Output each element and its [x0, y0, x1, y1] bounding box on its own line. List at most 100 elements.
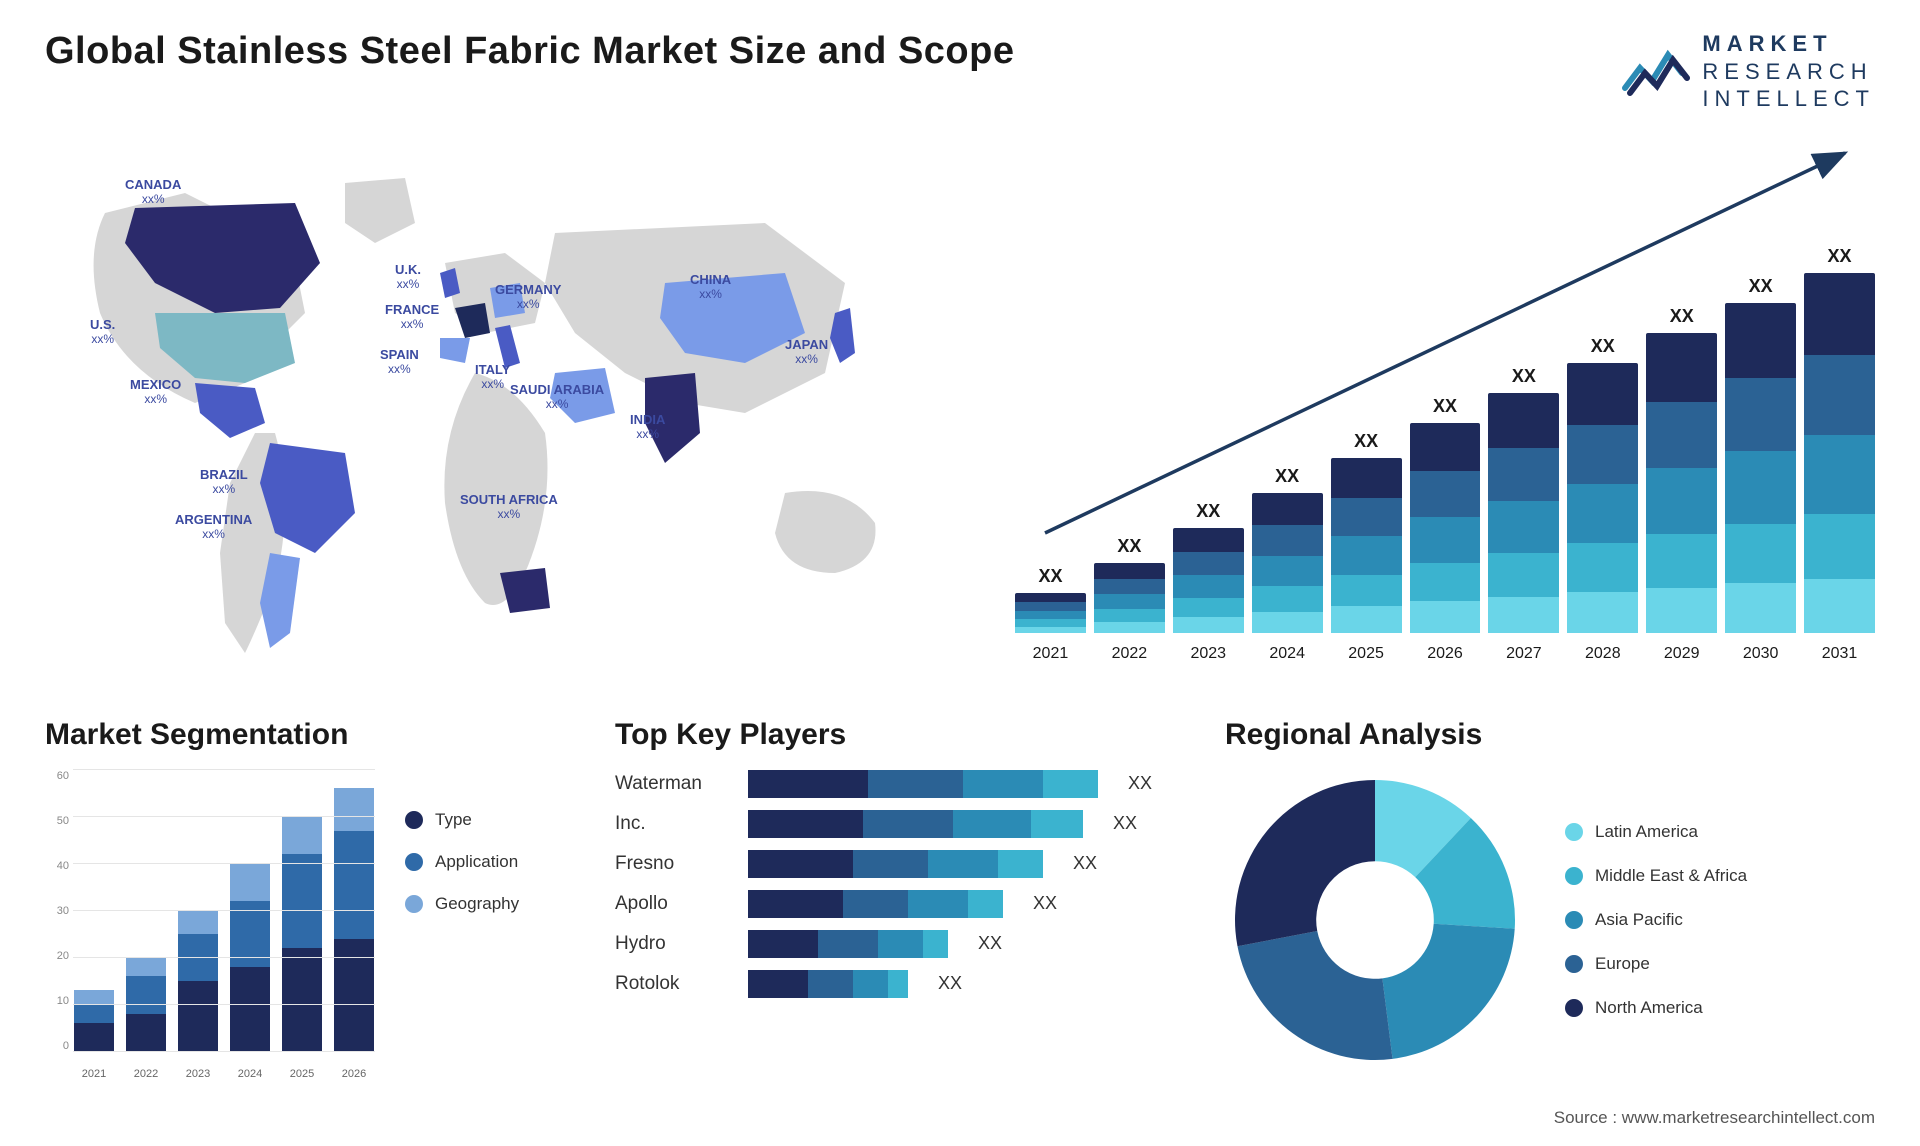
growth-bar: XX: [1488, 366, 1559, 633]
legend-label: Asia Pacific: [1595, 910, 1683, 930]
seg-ytick: 60: [45, 770, 69, 782]
growth-bar: XX: [1804, 246, 1875, 633]
growth-bar-label: XX: [1749, 276, 1773, 297]
seg-ytick: 10: [45, 995, 69, 1007]
donut-slice: [1237, 931, 1392, 1060]
map-label: MEXICOxx%: [130, 378, 181, 408]
growth-bar: XX: [1410, 396, 1481, 633]
map-label: ARGENTINAxx%: [175, 513, 252, 543]
legend-item: Geography: [405, 894, 519, 914]
regional-title: Regional Analysis: [1225, 718, 1875, 752]
seg-xaxis-label: 2025: [282, 1068, 322, 1080]
growth-xaxis-label: 2023: [1173, 645, 1244, 663]
player-bar: [748, 930, 948, 958]
logo-line1: MARKET: [1702, 30, 1875, 58]
legend-label: Middle East & Africa: [1595, 866, 1747, 886]
logo-line2: RESEARCH: [1702, 58, 1875, 86]
segmentation-chart: 6050403020100 202120222023202420252026: [45, 770, 375, 1080]
legend-dot-icon: [1565, 999, 1583, 1017]
map-label: U.S.xx%: [90, 318, 115, 348]
growth-xaxis-label: 2025: [1331, 645, 1402, 663]
player-name: Inc.: [615, 813, 730, 835]
world-map: CANADAxx%U.S.xx%MEXICOxx%BRAZILxx%ARGENT…: [45, 153, 965, 663]
player-value: XX: [1033, 893, 1057, 914]
seg-bar: [74, 990, 114, 1051]
player-bar: [748, 850, 1043, 878]
regional-legend: Latin America Middle East & Africa Asia Pa…: [1565, 822, 1747, 1018]
growth-bar-label: XX: [1433, 396, 1457, 417]
seg-ytick: 50: [45, 815, 69, 827]
player-name: Rotolok: [615, 973, 730, 995]
players-section: Top Key Players WatermanXXInc.XXFresnoXX…: [615, 718, 1175, 998]
growth-bar-label: XX: [1275, 466, 1299, 487]
map-label: INDIAxx%: [630, 413, 665, 443]
legend-label: Type: [435, 810, 472, 830]
growth-bar: XX: [1567, 336, 1638, 633]
seg-bar: [126, 958, 166, 1052]
legend-dot-icon: [405, 853, 423, 871]
map-label: ITALYxx%: [475, 363, 510, 393]
growth-xaxis-label: 2028: [1567, 645, 1638, 663]
growth-xaxis-label: 2029: [1646, 645, 1717, 663]
segmentation-legend: Type Application Geography: [405, 810, 519, 1080]
seg-ytick: 20: [45, 950, 69, 962]
seg-xaxis-label: 2021: [74, 1068, 114, 1080]
seg-bar: [178, 911, 218, 1052]
map-label: U.K.xx%: [395, 263, 421, 293]
player-value: XX: [938, 973, 962, 994]
growth-bar: XX: [1173, 501, 1244, 633]
seg-ytick: 0: [45, 1040, 69, 1052]
legend-label: Application: [435, 852, 518, 872]
player-row: Rotolok XX: [615, 970, 1175, 998]
growth-bar-label: XX: [1512, 366, 1536, 387]
players-title: Top Key Players: [615, 718, 1175, 752]
growth-bar: XX: [1331, 431, 1402, 633]
growth-bar-label: XX: [1670, 306, 1694, 327]
player-row: FresnoXX: [615, 850, 1175, 878]
legend-label: North America: [1595, 998, 1703, 1018]
growth-xaxis-label: 2027: [1488, 645, 1559, 663]
donut-slice: [1382, 923, 1514, 1058]
growth-chart: XXXXXXXXXXXXXXXXXXXXXX 20212022202320242…: [1015, 153, 1875, 663]
legend-item: Application: [405, 852, 519, 872]
growth-bar: XX: [1646, 306, 1717, 633]
players-chart: WatermanXXInc.XXFresnoXXApolloXXHydroXXR…: [615, 770, 1175, 998]
player-row: Hydro XX: [615, 930, 1175, 958]
legend-item: North America: [1565, 998, 1747, 1018]
legend-dot-icon: [1565, 867, 1583, 885]
source-citation: Source : www.marketresearchintellect.com: [1554, 1108, 1875, 1128]
legend-label: Europe: [1595, 954, 1650, 974]
seg-bar: [230, 864, 270, 1052]
growth-xaxis-label: 2024: [1252, 645, 1323, 663]
legend-item: Latin America: [1565, 822, 1747, 842]
player-bar: [748, 970, 908, 998]
map-label: SAUDI ARABIAxx%: [510, 383, 604, 413]
seg-xaxis-label: 2026: [334, 1068, 374, 1080]
legend-item: Middle East & Africa: [1565, 866, 1747, 886]
seg-ytick: 40: [45, 860, 69, 872]
map-label: SPAINxx%: [380, 348, 419, 378]
map-label: FRANCExx%: [385, 303, 439, 333]
segmentation-title: Market Segmentation: [45, 718, 565, 752]
legend-item: Type: [405, 810, 519, 830]
player-name: Hydro: [615, 933, 730, 955]
player-value: XX: [978, 933, 1002, 954]
player-row: Inc.XX: [615, 810, 1175, 838]
legend-dot-icon: [1565, 823, 1583, 841]
page-title: Global Stainless Steel Fabric Market Siz…: [45, 30, 1015, 73]
legend-dot-icon: [1565, 911, 1583, 929]
seg-xaxis-label: 2024: [230, 1068, 270, 1080]
player-name: Waterman: [615, 773, 730, 795]
growth-bar-label: XX: [1196, 501, 1220, 522]
donut-slice: [1235, 780, 1375, 946]
growth-xaxis-label: 2026: [1410, 645, 1481, 663]
player-name: Apollo: [615, 893, 730, 915]
map-label: SOUTH AFRICAxx%: [460, 493, 558, 523]
regional-section: Regional Analysis Latin America Middle Ea…: [1225, 718, 1875, 1070]
player-bar: [748, 810, 1083, 838]
player-value: XX: [1128, 773, 1152, 794]
map-label: GERMANYxx%: [495, 283, 561, 313]
growth-bar-label: XX: [1038, 566, 1062, 587]
growth-bar-label: XX: [1591, 336, 1615, 357]
player-row: Apollo XX: [615, 890, 1175, 918]
